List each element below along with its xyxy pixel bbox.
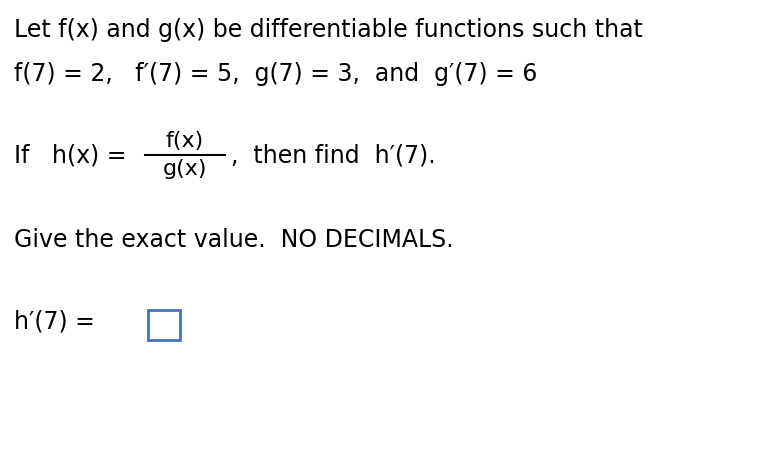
Bar (148, 310, 180, 340)
Text: f(x): f(x) (166, 131, 204, 151)
Text: f(7) = 2,   f′(7) = 5,  g(7) = 3,  and  g′(7) = 6: f(7) = 2, f′(7) = 5, g(7) = 3, and g′(7)… (14, 62, 538, 86)
Text: Give the exact value.  NO DECIMALS.: Give the exact value. NO DECIMALS. (14, 228, 454, 252)
Text: Let f(x) and g(x) be differentiable functions such that: Let f(x) and g(x) be differentiable func… (14, 18, 643, 42)
Text: If   h(x) =: If h(x) = (14, 143, 134, 167)
Text: ,  then find  h′(7).: , then find h′(7). (231, 143, 436, 167)
Text: g(x): g(x) (163, 159, 207, 179)
Text: h′(7) =: h′(7) = (14, 310, 103, 334)
